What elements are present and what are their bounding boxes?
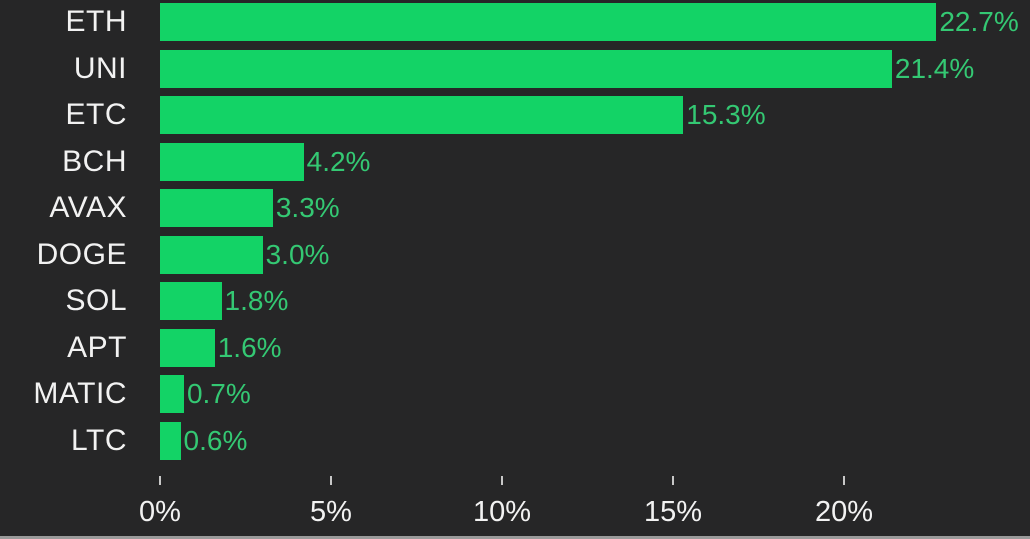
bottom-edge-line — [0, 536, 1030, 539]
bar — [160, 142, 304, 181]
tick-mark — [159, 476, 161, 485]
bar — [160, 421, 181, 460]
bar — [160, 328, 215, 367]
value-label: 1.6% — [217, 331, 282, 363]
bar-row: DOGE 3.0% — [0, 235, 1030, 274]
bar — [160, 189, 273, 227]
value-label: 21.4% — [894, 52, 975, 84]
value-label: 1.8% — [224, 285, 289, 316]
bar — [160, 3, 937, 41]
bar-row: SOL 1.8% — [0, 282, 1030, 320]
tick-label: 15% — [643, 496, 703, 528]
category-label: DOGE — [36, 237, 127, 271]
tick-mark — [330, 476, 332, 485]
bar-row: ETC 15.3% — [0, 96, 1030, 134]
value-label: 0.6% — [183, 424, 248, 456]
bar — [160, 375, 184, 413]
value-label: 0.7% — [186, 378, 251, 409]
bar-row: UNI 21.4% — [0, 49, 1030, 88]
tick-label: 5% — [310, 496, 352, 528]
value-label: 4.2% — [306, 145, 371, 177]
category-label: UNI — [73, 51, 127, 85]
bar-row: LTC 0.6% — [0, 421, 1030, 460]
tick-label: 0% — [139, 496, 181, 528]
tick-label: 10% — [472, 496, 532, 528]
tick-mark — [843, 476, 845, 485]
x-axis: 0% 5% 10% 15% 20% — [0, 469, 1030, 539]
bar-row: BCH 4.2% — [0, 142, 1030, 181]
bar — [160, 49, 892, 88]
category-label: ETH — [65, 5, 127, 38]
value-label: 22.7% — [939, 6, 1019, 37]
tick-mark — [672, 476, 674, 485]
bar-row: ETH 22.7% — [0, 3, 1030, 41]
bar — [160, 235, 263, 274]
tick-label: 20% — [814, 496, 874, 528]
category-label: ETC — [65, 98, 127, 131]
category-label: SOL — [65, 284, 127, 317]
category-label: MATIC — [33, 377, 127, 410]
category-label: AVAX — [49, 191, 127, 224]
bar-row: APT 1.6% — [0, 328, 1030, 367]
category-label: APT — [67, 330, 127, 364]
bar — [160, 96, 684, 134]
value-label: 3.0% — [265, 238, 330, 270]
bar-row: MATIC 0.7% — [0, 375, 1030, 413]
bar — [160, 282, 222, 320]
value-label: 15.3% — [686, 99, 766, 130]
value-label: 3.3% — [275, 192, 340, 223]
tick-mark — [501, 476, 503, 485]
bar-row: AVAX 3.3% — [0, 189, 1030, 227]
category-label: LTC — [71, 423, 127, 457]
category-label: BCH — [62, 144, 127, 178]
